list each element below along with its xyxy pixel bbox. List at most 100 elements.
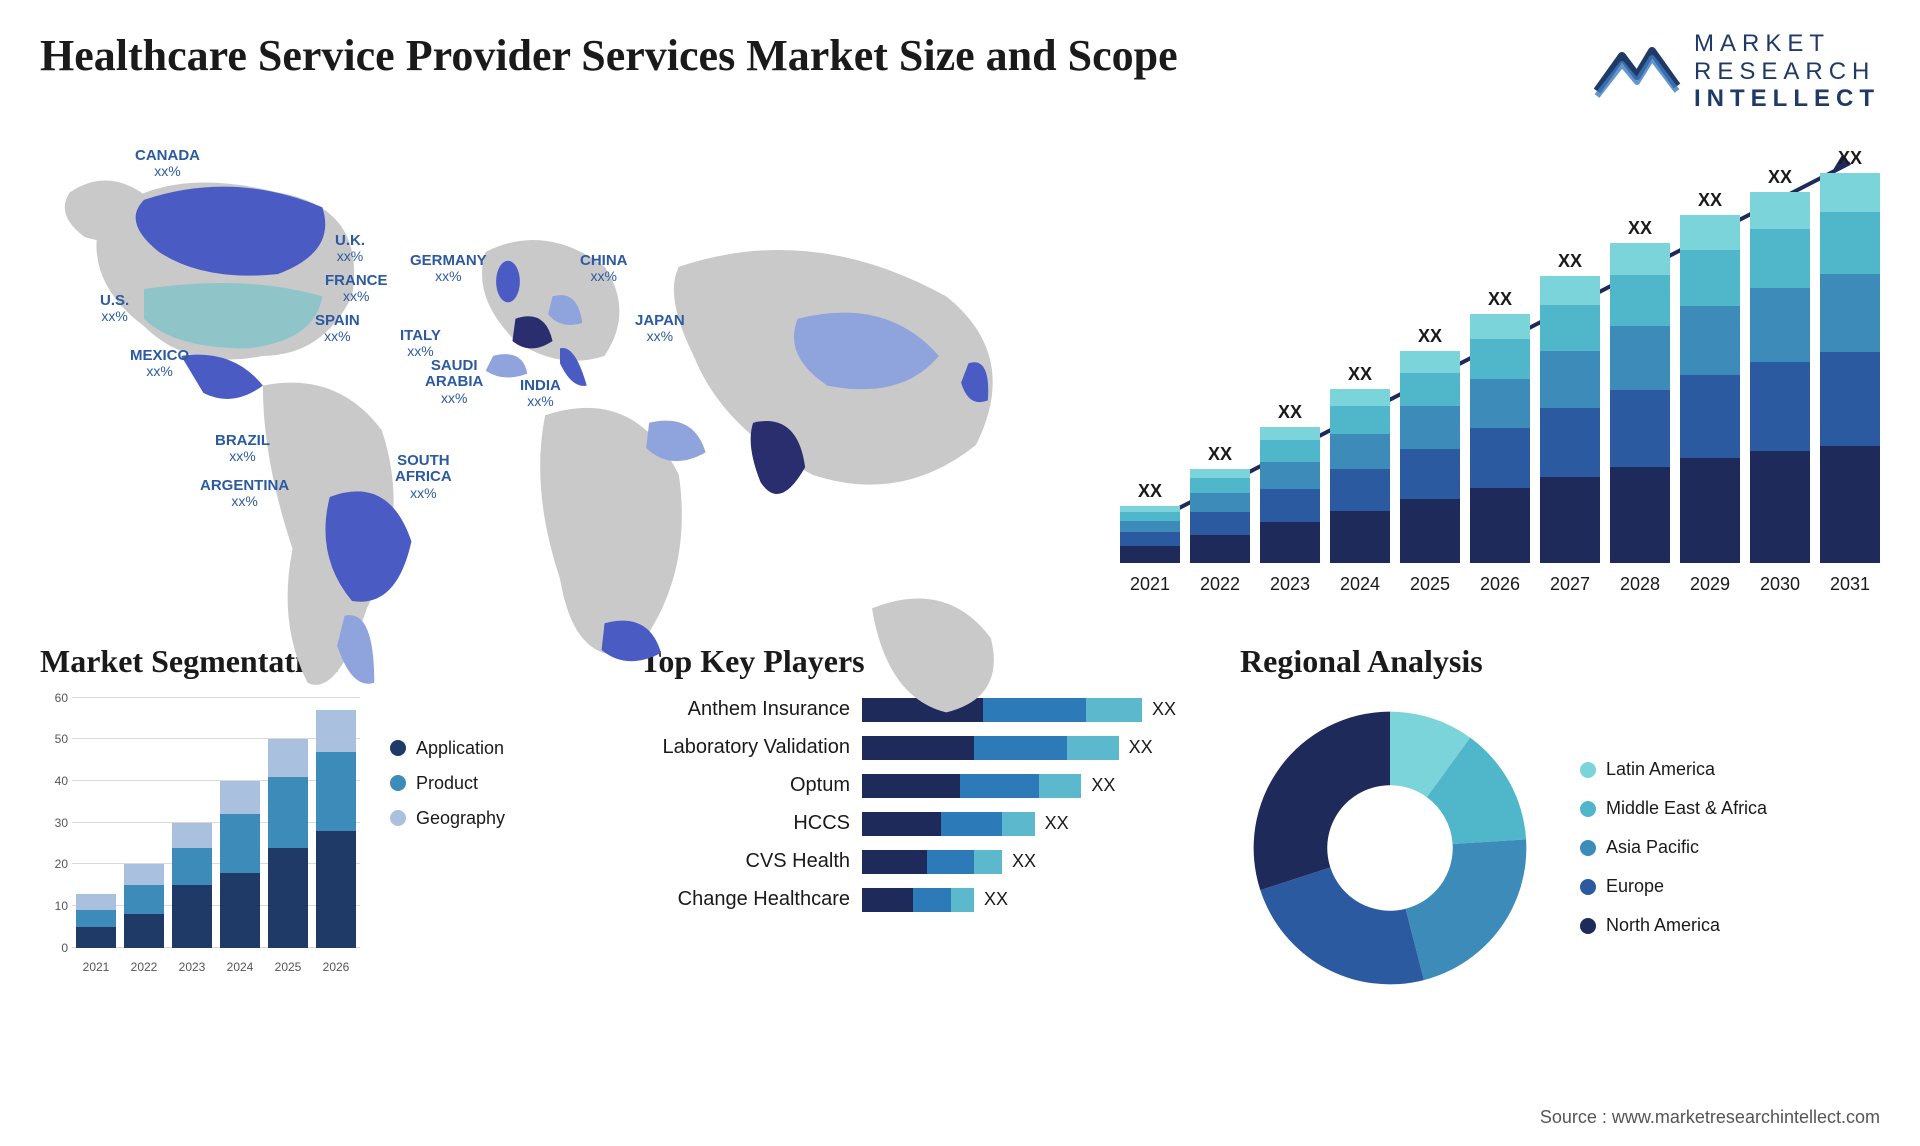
- player-value: XX: [1129, 737, 1153, 758]
- main-bar-column: XX: [1120, 481, 1180, 562]
- main-bar-segment: [1330, 511, 1390, 563]
- region-legend-item: Asia Pacific: [1580, 837, 1767, 858]
- seg-x-label: 2024: [220, 960, 260, 974]
- player-bar-segment: [1086, 698, 1142, 722]
- region-legend-item: Europe: [1580, 876, 1767, 897]
- main-bar-segment: [1540, 477, 1600, 563]
- donut-slice: [1254, 711, 1390, 890]
- main-bar-column: XX: [1330, 364, 1390, 563]
- legend-dot-icon: [390, 775, 406, 791]
- main-bar-segment: [1680, 215, 1740, 250]
- main-bar-column: XX: [1750, 167, 1810, 563]
- main-bar-segment: [1540, 408, 1600, 477]
- main-bar-segment: [1820, 173, 1880, 212]
- legend-dot-icon: [1580, 879, 1596, 895]
- seg-ytick: 60: [55, 691, 68, 705]
- region-legend-label: North America: [1606, 915, 1720, 936]
- seg-bar-segment: [172, 885, 212, 948]
- map-label: MEXICOxx%: [130, 348, 189, 381]
- player-bar-segment: [862, 774, 960, 798]
- market-size-chart: XXXXXXXXXXXXXXXXXXXXXX 20212022202320242…: [1120, 133, 1880, 603]
- seg-bar-column: [268, 739, 308, 947]
- seg-ytick: 50: [55, 732, 68, 746]
- main-bar-column: XX: [1470, 289, 1530, 563]
- main-bar-segment: [1680, 458, 1740, 562]
- main-bar-column: XX: [1190, 444, 1250, 563]
- player-bar-segment: [951, 888, 974, 912]
- main-bar-segment: [1750, 451, 1810, 562]
- main-bar-segment: [1260, 427, 1320, 441]
- source-footer: Source : www.marketresearchintellect.com: [1540, 1107, 1880, 1128]
- player-bar: [862, 812, 1035, 836]
- main-x-label: 2023: [1260, 574, 1320, 595]
- seg-bar-segment: [268, 777, 308, 848]
- map-label: FRANCExx%: [325, 273, 388, 306]
- seg-bar-segment: [76, 910, 116, 927]
- player-value: XX: [1012, 851, 1036, 872]
- main-bar-segment: [1750, 229, 1810, 288]
- main-bar-segment: [1190, 535, 1250, 563]
- seg-bar-segment: [76, 894, 116, 911]
- main-bar-segment: [1330, 406, 1390, 434]
- main-bar-segment: [1750, 192, 1810, 229]
- player-bar-segment: [862, 812, 941, 836]
- main-bar-segment: [1330, 389, 1390, 406]
- player-value: XX: [984, 889, 1008, 910]
- player-value: XX: [1091, 775, 1115, 796]
- map-label: U.S.xx%: [100, 293, 129, 326]
- main-bar-segment: [1190, 478, 1250, 493]
- main-bar-segment: [1610, 390, 1670, 467]
- seg-x-label: 2026: [316, 960, 356, 974]
- player-bar-segment: [974, 850, 1002, 874]
- main-bar-segment: [1610, 467, 1670, 563]
- main-bar-segment: [1680, 306, 1740, 376]
- main-bar-segment: [1190, 512, 1250, 535]
- main-bar-label: XX: [1488, 289, 1512, 310]
- main-bar-segment: [1750, 362, 1810, 451]
- player-name: HCCS: [640, 812, 850, 835]
- main-bar-label: XX: [1558, 251, 1582, 272]
- main-bar-segment: [1610, 243, 1670, 275]
- map-label: INDIAxx%: [520, 378, 561, 411]
- main-bar-column: XX: [1680, 190, 1740, 563]
- map-label: SPAINxx%: [315, 313, 360, 346]
- logo-line3: INTELLECT: [1694, 85, 1880, 113]
- main-bar-segment: [1120, 512, 1180, 521]
- seg-ytick: 30: [55, 816, 68, 830]
- seg-ytick: 20: [55, 857, 68, 871]
- main-bar-segment: [1540, 276, 1600, 305]
- seg-x-label: 2022: [124, 960, 164, 974]
- main-bar-segment: [1610, 275, 1670, 326]
- logo-line1: MARKET: [1694, 30, 1880, 58]
- main-x-label: 2028: [1610, 574, 1670, 595]
- player-value: XX: [1045, 813, 1069, 834]
- main-bar-segment: [1260, 489, 1320, 522]
- main-bar-segment: [1820, 446, 1880, 563]
- seg-ytick: 40: [55, 774, 68, 788]
- region-legend-label: Middle East & Africa: [1606, 798, 1767, 819]
- main-bar-segment: [1330, 469, 1390, 511]
- region-legend-item: Latin America: [1580, 759, 1767, 780]
- seg-legend-label: Geography: [416, 808, 505, 829]
- player-bar: [862, 774, 1081, 798]
- main-bar-segment: [1750, 288, 1810, 362]
- map-label: SAUDIARABIAxx%: [425, 358, 483, 408]
- map-label: ITALYxx%: [400, 328, 441, 361]
- main-bar-label: XX: [1418, 326, 1442, 347]
- seg-x-label: 2023: [172, 960, 212, 974]
- legend-dot-icon: [1580, 762, 1596, 778]
- main-bar-label: XX: [1138, 481, 1162, 502]
- legend-dot-icon: [1580, 918, 1596, 934]
- main-bar-segment: [1820, 212, 1880, 274]
- main-bar-segment: [1400, 373, 1460, 407]
- seg-bar-segment: [316, 831, 356, 948]
- seg-x-label: 2021: [76, 960, 116, 974]
- player-bar-segment: [960, 774, 1039, 798]
- seg-bar-segment: [76, 927, 116, 948]
- seg-ytick: 10: [55, 899, 68, 913]
- seg-bar-segment: [316, 710, 356, 752]
- main-bar-segment: [1680, 375, 1740, 458]
- main-bar-segment: [1540, 351, 1600, 408]
- main-bar-label: XX: [1278, 402, 1302, 423]
- map-label: U.K.xx%: [335, 233, 365, 266]
